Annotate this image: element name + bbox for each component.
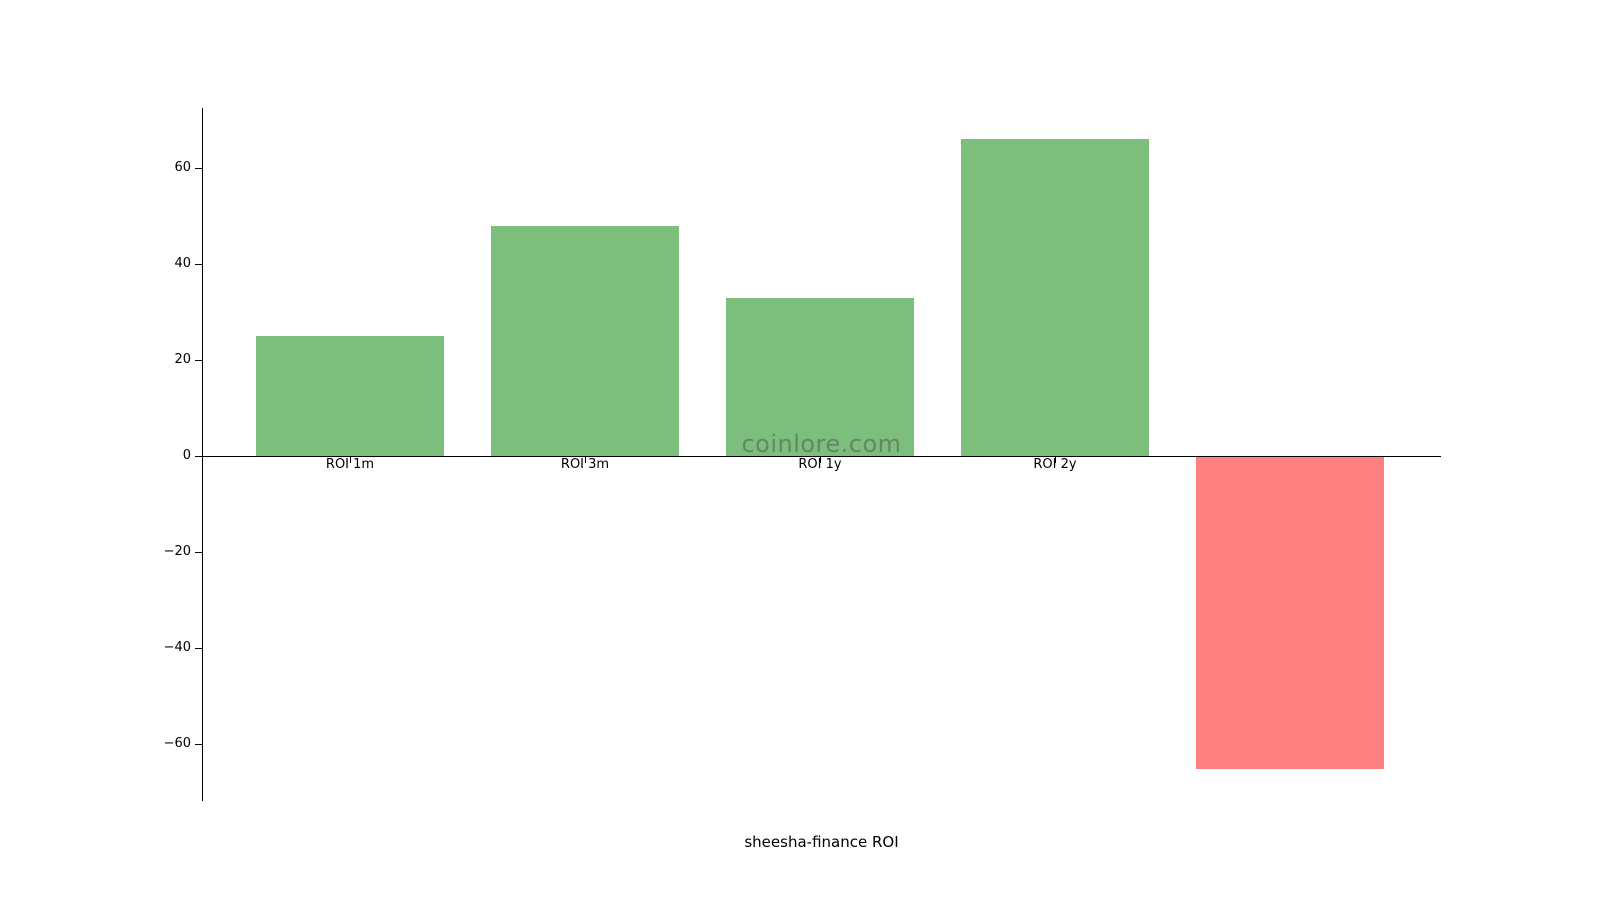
x-tick-mark xyxy=(350,457,351,463)
y-tick-mark xyxy=(195,360,202,361)
y-tick-mark xyxy=(195,168,202,169)
y-tick-mark xyxy=(195,648,202,649)
y-tick-label: 0 xyxy=(182,448,191,463)
y-tick-mark xyxy=(195,456,202,457)
chart-xlabel: sheesha-finance ROI xyxy=(744,833,899,851)
x-axis-line xyxy=(202,456,1441,457)
bar-roi-2y xyxy=(961,139,1149,456)
x-tick-label-roi-2y: ROI 2y xyxy=(1033,457,1077,472)
bar-roi-3m xyxy=(491,226,679,456)
y-tick-mark xyxy=(195,744,202,745)
x-tick-label-roi-1m: ROI 1m xyxy=(325,457,375,472)
bar-negative-5 xyxy=(1196,457,1384,769)
x-tick-mark xyxy=(585,457,586,463)
x-tick-mark xyxy=(1055,457,1056,463)
bar-roi-1y xyxy=(726,298,914,456)
x-tick-label-roi-1y: ROI 1y xyxy=(798,457,842,472)
y-tick-label: −20 xyxy=(163,544,191,559)
y-tick-mark xyxy=(195,552,202,553)
y-tick-label: 40 xyxy=(174,256,191,271)
coinlore-watermark: coinlore.com xyxy=(741,430,902,458)
y-tick-mark xyxy=(195,264,202,265)
bar-roi-1m xyxy=(256,336,444,456)
y-axis-line xyxy=(202,108,203,801)
y-tick-label: 60 xyxy=(174,160,191,175)
y-tick-label: −60 xyxy=(163,736,191,751)
y-tick-label: 20 xyxy=(174,352,191,367)
y-tick-label: −40 xyxy=(163,640,191,655)
x-tick-mark xyxy=(820,457,821,463)
x-tick-label-roi-3m: ROI 3m xyxy=(560,457,610,472)
